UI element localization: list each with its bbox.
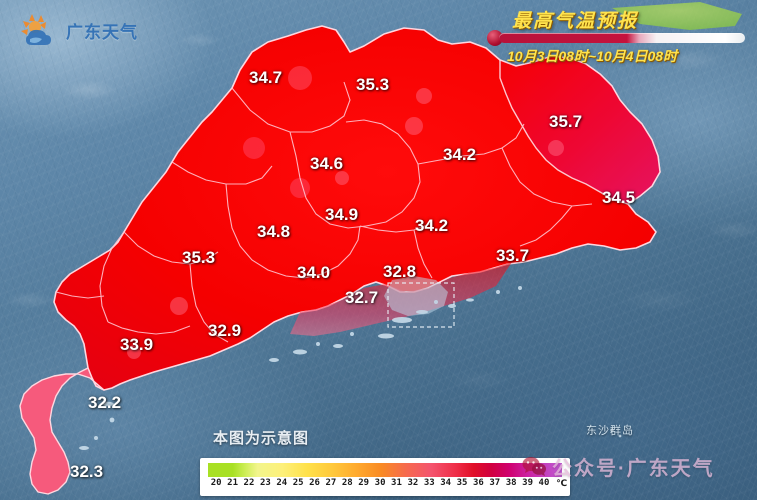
legend-tick-34: 34 <box>440 478 452 488</box>
temp-label-34-2-north: 34.2 <box>443 145 477 164</box>
temp-label-32-3: 32.3 <box>70 462 104 481</box>
temp-label-34-8: 34.8 <box>257 222 291 241</box>
legend-tick-39: 39 <box>522 478 533 488</box>
legend-tick-30: 30 <box>374 478 386 488</box>
temp-label-34-7: 34.7 <box>249 68 283 87</box>
legend-tick-31: 31 <box>391 478 402 488</box>
legend-tick-29: 29 <box>358 478 370 488</box>
watermark-text: 公众号·广东天气 <box>552 458 715 480</box>
temp-label-32-8: 32.8 <box>383 262 417 281</box>
legend-tick-27: 27 <box>325 478 337 488</box>
legend-tick-24: 24 <box>276 478 288 488</box>
temp-label-33-7: 33.7 <box>496 246 530 265</box>
pearl-river-estuary <box>384 276 448 316</box>
dongsha-islands-label: 东沙群岛 <box>586 425 634 437</box>
legend-tick-22: 22 <box>243 478 255 488</box>
temp-label-34-0: 34.0 <box>297 263 331 282</box>
temp-label-32-2: 32.2 <box>88 393 122 412</box>
legend-color-bar <box>208 463 562 477</box>
forecast-date-range: 10月3日08时~10月4日08时 <box>507 48 678 64</box>
guangdong-weather-logo: 广东天气 <box>18 8 138 52</box>
logo-text: 广东天气 <box>66 22 138 42</box>
title-block: 最高气温预报 10月3日08时~10月4日08时 <box>487 4 749 64</box>
legend-tick-21: 21 <box>227 478 238 488</box>
inset-region-box <box>387 282 455 328</box>
neighbour-province-sliver <box>612 2 742 30</box>
temp-label-32-7: 32.7 <box>345 288 379 307</box>
heat-blobs <box>127 66 564 359</box>
legend-unit: ℃ <box>556 478 568 488</box>
legend-tick-28: 28 <box>341 478 353 488</box>
watermark: 公众号·广东天气 <box>522 452 715 481</box>
legend-tick-labels: 20 21 22 23 24 25 26 27 28 29 30 31 32 33 34 35 36 37 38 39… <box>208 478 567 492</box>
thermometer-tube <box>499 33 745 43</box>
legend-tick-23: 23 <box>259 478 271 488</box>
legend-tick-36: 36 <box>472 478 484 488</box>
thermometer-graphic <box>487 30 745 46</box>
legend-tick-20: 20 <box>210 478 222 488</box>
legend-tick-33: 33 <box>423 478 435 488</box>
wechat-icon <box>522 456 547 478</box>
temp-label-34-2-central: 34.2 <box>415 216 449 235</box>
legend-tick-26: 26 <box>309 478 320 488</box>
temp-label-34-6: 34.6 <box>310 154 344 173</box>
schematic-note: 本图为示意图 <box>213 430 310 447</box>
temp-label-32-9: 32.9 <box>208 321 242 340</box>
legend-tick-38: 38 <box>505 478 517 488</box>
temperature-color-legend: 20 21 22 23 24 25 26 27 28 29 30 31 32 33 34 35 36 37 38 39… <box>200 458 570 496</box>
temp-label-33-9: 33.9 <box>120 335 154 354</box>
page-title: 最高气温预报 <box>512 11 639 32</box>
temp-label-34-9: 34.9 <box>325 205 359 224</box>
temp-label-35-3-west: 35.3 <box>182 248 216 267</box>
legend-tick-40: 40 <box>538 478 550 488</box>
legend-tick-32: 32 <box>407 478 419 488</box>
legend-tick-25: 25 <box>292 478 304 488</box>
temp-label-34-5: 34.5 <box>602 188 636 207</box>
province-shape <box>19 25 661 495</box>
prefecture-boundaries <box>55 81 593 343</box>
legend-tick-37: 37 <box>489 478 501 488</box>
legend-tick-35: 35 <box>456 478 468 488</box>
temp-label-35-7: 35.7 <box>549 112 583 131</box>
sun-cloud-icon <box>18 8 62 52</box>
temp-label-35-3-north: 35.3 <box>356 75 390 94</box>
